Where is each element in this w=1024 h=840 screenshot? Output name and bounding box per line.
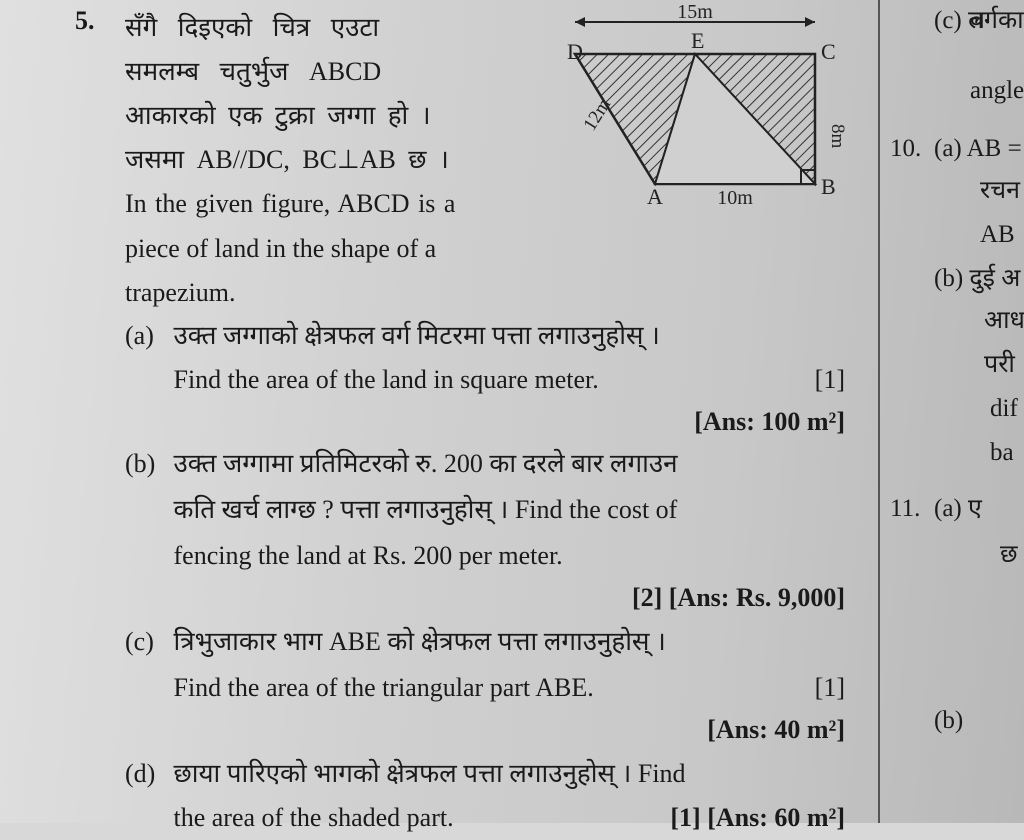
right-column: (c) ल वर्गका angle 10. (a) AB = रचन AB (… — [890, 0, 1024, 823]
rfrag-4: रचन — [980, 170, 1020, 212]
intro-en-3: trapezium. — [125, 271, 235, 315]
part-b-en-row: fencing the land at Rs. 200 per meter. — [125, 534, 865, 578]
part-d-marks-ans: [1] [Ans: 60 m²] — [670, 796, 865, 840]
intro-hi-3: आकारको एक टुक्रा जग्गा हो । — [125, 94, 515, 138]
rfrag-10: ba — [990, 432, 1014, 474]
intro-hi-1: सँगै दिइएको चित्र एउटा — [125, 6, 515, 50]
part-a-hi: उक्त जग्गाको क्षेत्रफल वर्ग मिटरमा पत्ता… — [174, 321, 660, 350]
intro-hi-2: समलम्ब चतुर्भुज ABCD — [125, 50, 515, 94]
part-c-marks: [1] — [815, 666, 865, 710]
left-column: 5. सँगै दिइएको चित्र एउटा समलम्ब चतुर्भु… — [10, 0, 865, 823]
q10-a: (a) AB = — [934, 128, 1022, 170]
intro-en-1: In the given figure, ABCD is a — [125, 182, 515, 226]
part-a-label: (a) — [125, 314, 167, 358]
part-a-marks: [1] — [815, 358, 865, 402]
part-b-en: fencing the land at Rs. 200 per meter. — [174, 541, 563, 570]
rfrag-2: वर्गका — [970, 0, 1024, 42]
rfrag-8: परी — [984, 344, 1015, 386]
dim-dc: 15m — [677, 4, 713, 23]
exam-paper: 5. सँगै दिइएको चित्र एउटा समलम्ब चतुर्भु… — [0, 0, 1024, 823]
part-d-label: (d) — [125, 752, 167, 796]
svg-text:A: A — [647, 184, 663, 209]
part-d-hi: छाया पारिएको भागको क्षेत्रफल पत्ता लगाउन… — [174, 759, 686, 788]
part-b: (b) उक्त जग्गामा प्रतिमिटरको रु. 200 का … — [125, 442, 865, 486]
svg-text:C: C — [821, 39, 836, 64]
question-number: 5. — [75, 6, 95, 36]
part-b-ans: [2] [Ans: Rs. 9,000] — [125, 576, 865, 620]
part-c-en: Find the area of the triangular part ABE… — [174, 673, 594, 702]
part-b-hi1: उक्त जग्गामा प्रतिमिटरको रु. 200 का दरले… — [174, 449, 678, 478]
column-divider — [878, 0, 880, 823]
rfrag-7: आध — [984, 300, 1024, 342]
q11-num: 11. — [890, 488, 920, 530]
part-d: (d) छाया पारिएको भागको क्षेत्रफल पत्ता ल… — [125, 752, 865, 796]
part-b-hi2-row: कति खर्च लाग्छ ? पत्ता लगाउनुहोस् । Find… — [125, 488, 865, 532]
svg-text:D: D — [567, 39, 583, 64]
part-c-label: (c) — [125, 620, 167, 664]
rfrag-6: (b) दुई अ — [934, 258, 1020, 300]
rfrag-11: छ — [1000, 534, 1018, 576]
intro-hi-4: जसमा AB//DC, BC⊥AB छ । — [125, 138, 515, 182]
part-b-label: (b) — [125, 442, 167, 486]
part-c-en-row: Find the area of the triangular part ABE… — [125, 666, 865, 710]
rfrag-3: angle — [970, 70, 1024, 112]
svg-text:8m: 8m — [827, 124, 845, 149]
rfrag-9: dif — [990, 388, 1018, 430]
q10-num: 10. — [890, 128, 921, 170]
part-a: (a) उक्त जग्गाको क्षेत्रफल वर्ग मिटरमा प… — [125, 314, 865, 358]
part-a-ans: [Ans: 100 m²] — [125, 400, 865, 444]
q11-a: (a) ए — [934, 488, 982, 530]
svg-text:B: B — [821, 174, 836, 199]
intro-en-2: piece of land in the shape of a — [125, 227, 436, 271]
rfrag-12: (b) — [934, 700, 963, 742]
svg-text:E: E — [691, 28, 704, 53]
part-d-en: the area of the shaded part. — [174, 803, 454, 832]
part-b-hi2: कति खर्च लाग्छ ? पत्ता लगाउनुहोस् । Find… — [174, 495, 678, 524]
trapezium-figure: 15m D E C A B 12m 8m 10m — [545, 4, 845, 209]
part-c-hi: त्रिभुजाकार भाग ABE को क्षेत्रफल पत्ता ल… — [174, 627, 666, 656]
part-d-en-row: the area of the shaded part. [1] [Ans: 6… — [125, 796, 865, 840]
part-a-en-row: Find the area of the land in square mete… — [125, 358, 865, 402]
svg-text:10m: 10m — [717, 187, 753, 209]
rfrag-5: AB — [980, 214, 1015, 256]
part-c: (c) त्रिभुजाकार भाग ABE को क्षेत्रफल पत्… — [125, 620, 865, 664]
question-intro: सँगै दिइएको चित्र एउटा समलम्ब चतुर्भुज A… — [125, 6, 515, 226]
part-c-ans: [Ans: 40 m²] — [125, 708, 865, 752]
part-a-en: Find the area of the land in square mete… — [174, 365, 599, 394]
